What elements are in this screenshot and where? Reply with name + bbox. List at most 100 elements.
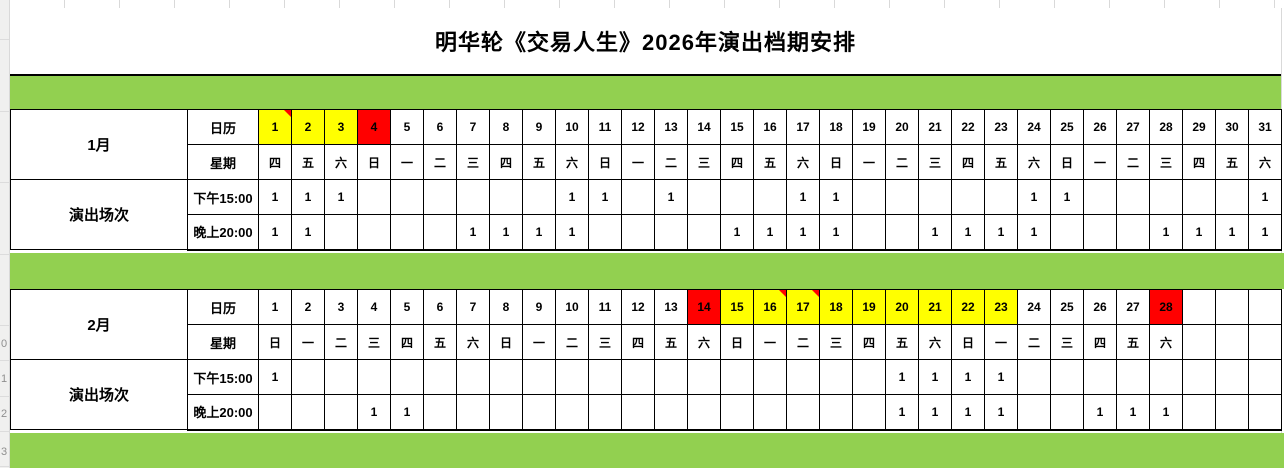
weekday-cell[interactable]: 六 [1149,324,1183,360]
evening-count-cell[interactable]: 1 [720,214,754,251]
calendar-date-cell[interactable]: 4 [357,109,391,145]
evening-count-cell[interactable] [291,394,325,431]
calendar-date-cell[interactable]: 15 [720,109,754,145]
evening-count-cell[interactable] [885,214,919,251]
weekday-cell[interactable]: 日 [357,144,391,180]
afternoon-count-cell[interactable] [456,179,490,215]
weekday-cell[interactable]: 一 [621,144,655,180]
afternoon-row-label[interactable]: 下午15:00 [187,359,259,395]
evening-count-cell[interactable]: 1 [1149,394,1183,431]
empty-day-cell[interactable] [1248,289,1282,325]
afternoon-count-cell[interactable] [786,359,820,395]
weekday-cell[interactable]: 二 [786,324,820,360]
evening-count-cell[interactable] [588,214,622,251]
weekday-cell[interactable]: 四 [1083,324,1117,360]
weekday-cell[interactable]: 三 [687,144,721,180]
afternoon-count-cell[interactable] [588,359,622,395]
weekday-cell[interactable]: 六 [456,324,490,360]
evening-count-cell[interactable]: 1 [522,214,556,251]
afternoon-count-cell[interactable] [1149,179,1183,215]
weekday-cell[interactable]: 四 [852,324,886,360]
afternoon-count-cell[interactable]: 1 [951,359,985,395]
afternoon-count-cell[interactable] [1050,359,1084,395]
afternoon-count-cell[interactable]: 1 [654,179,688,215]
calendar-date-cell[interactable]: 23 [984,109,1018,145]
afternoon-count-cell[interactable]: 1 [258,179,292,215]
calendar-date-cell[interactable]: 5 [390,289,424,325]
evening-count-cell[interactable] [852,394,886,431]
calendar-date-cell[interactable]: 28 [1149,289,1183,325]
afternoon-count-cell[interactable] [555,359,589,395]
weekday-cell[interactable]: 日 [720,324,754,360]
calendar-date-cell[interactable]: 12 [621,109,655,145]
afternoon-count-cell[interactable] [357,359,391,395]
weekday-cell[interactable]: 三 [588,324,622,360]
empty-day-cell[interactable] [1215,359,1249,395]
weekday-cell[interactable]: 四 [720,144,754,180]
calendar-date-cell[interactable]: 27 [1116,289,1150,325]
afternoon-count-cell[interactable] [687,179,721,215]
empty-day-cell[interactable] [1182,394,1216,431]
title-cell[interactable]: 明华轮《交易人生》2026年演出档期安排 [10,8,1281,76]
calendar-date-cell[interactable]: 8 [489,109,523,145]
evening-count-cell[interactable] [357,214,391,251]
weekday-cell[interactable]: 六 [1248,144,1282,180]
evening-count-cell[interactable] [390,214,424,251]
weekday-cell[interactable]: 五 [984,144,1018,180]
calendar-date-cell[interactable]: 24 [1017,109,1051,145]
evening-count-cell[interactable]: 1 [357,394,391,431]
weekday-cell[interactable]: 日 [1050,144,1084,180]
calendar-date-cell[interactable]: 26 [1083,289,1117,325]
calendar-date-cell[interactable]: 29 [1182,109,1216,145]
afternoon-count-cell[interactable] [1116,179,1150,215]
empty-day-cell[interactable] [1182,359,1216,395]
calendar-date-cell[interactable]: 14 [687,289,721,325]
afternoon-count-cell[interactable] [390,359,424,395]
empty-day-cell[interactable] [1248,359,1282,395]
evening-count-cell[interactable] [1116,214,1150,251]
calendar-date-cell[interactable]: 27 [1116,109,1150,145]
weekday-cell[interactable]: 五 [885,324,919,360]
calendar-date-cell[interactable]: 11 [588,109,622,145]
calendar-date-cell[interactable]: 5 [390,109,424,145]
evening-count-cell[interactable]: 1 [984,214,1018,251]
evening-count-cell[interactable]: 1 [951,394,985,431]
calendar-date-cell[interactable]: 15 [720,289,754,325]
afternoon-count-cell[interactable] [423,359,457,395]
weekday-cell[interactable]: 六 [555,144,589,180]
calendar-date-cell[interactable]: 26 [1083,109,1117,145]
calendar-date-cell[interactable]: 3 [324,289,358,325]
calendar-date-cell[interactable]: 2 [291,289,325,325]
calendar-date-cell[interactable]: 9 [522,289,556,325]
afternoon-count-cell[interactable]: 1 [258,359,292,395]
afternoon-count-cell[interactable]: 1 [918,359,952,395]
weekday-cell[interactable]: 一 [390,144,424,180]
afternoon-count-cell[interactable] [489,359,523,395]
evening-count-cell[interactable] [1083,214,1117,251]
empty-day-cell[interactable] [1182,289,1216,325]
calendar-date-cell[interactable]: 1 [258,289,292,325]
evening-count-cell[interactable]: 1 [885,394,919,431]
weekday-cell[interactable]: 三 [456,144,490,180]
evening-count-cell[interactable]: 1 [1182,214,1216,251]
calendar-date-cell[interactable]: 30 [1215,109,1249,145]
afternoon-count-cell[interactable] [885,179,919,215]
weekday-cell[interactable]: 日 [489,324,523,360]
calendar-date-cell[interactable]: 17 [786,109,820,145]
afternoon-count-cell[interactable]: 1 [1017,179,1051,215]
weekday-cell[interactable]: 五 [1215,144,1249,180]
evening-count-cell[interactable] [324,214,358,251]
weekday-cell[interactable]: 三 [1050,324,1084,360]
weekday-cell[interactable]: 二 [324,324,358,360]
calendar-date-cell[interactable]: 19 [852,289,886,325]
calendar-date-cell[interactable]: 21 [918,109,952,145]
month-name-cell[interactable]: 2月 [10,289,188,360]
evening-count-cell[interactable] [621,394,655,431]
evening-count-cell[interactable] [522,394,556,431]
afternoon-count-cell[interactable]: 1 [885,359,919,395]
afternoon-count-cell[interactable] [687,359,721,395]
afternoon-count-cell[interactable]: 1 [1050,179,1084,215]
weekday-cell[interactable]: 六 [1017,144,1051,180]
evening-count-cell[interactable]: 1 [1083,394,1117,431]
calendar-date-cell[interactable]: 14 [687,109,721,145]
